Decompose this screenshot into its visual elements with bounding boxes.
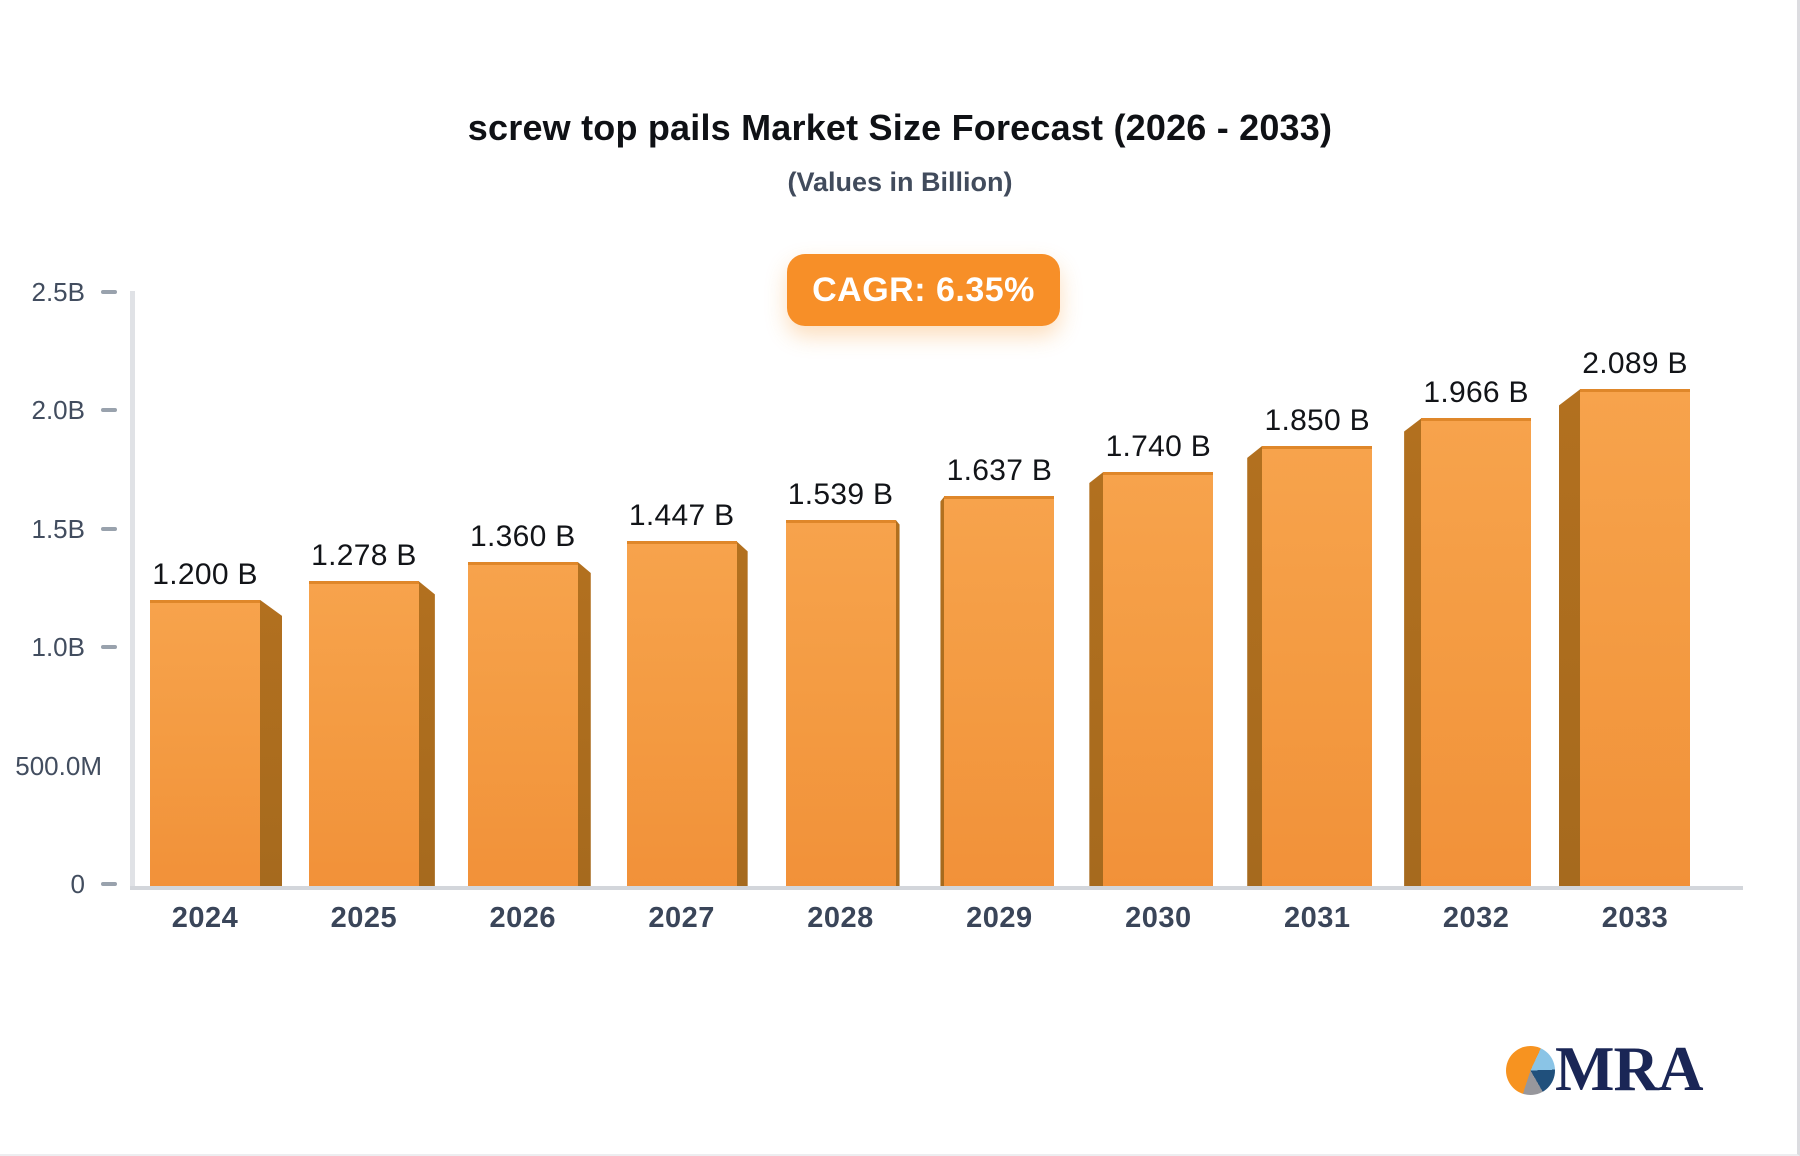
bar-value-label-2033: 2.089 B xyxy=(1582,347,1688,381)
bar-3d-side-2027 xyxy=(736,541,748,887)
bar-3d-side-2025 xyxy=(418,581,435,887)
chart-title: screw top pails Market Size Forecast (20… xyxy=(467,107,1333,148)
y-tick-label-2.5B: 2.5B xyxy=(31,277,86,307)
bar-2025[interactable] xyxy=(308,581,419,887)
x-tick-label-2025: 2025 xyxy=(330,902,398,934)
logo-text: MRA xyxy=(1555,1034,1703,1104)
cagr-badge-label: CAGR: 6.35% xyxy=(812,270,1035,309)
cagr-badge: CAGR: 6.35% xyxy=(787,254,1060,326)
y-axis-line xyxy=(130,291,135,888)
chart-subtitle: (Values in Billion) xyxy=(787,167,1013,197)
bar-value-label-2024: 1.200 B xyxy=(152,557,258,591)
mra-logo: MRA xyxy=(1506,1036,1726,1106)
x-tick-label-2029: 2029 xyxy=(966,902,1033,934)
y-tick-dash xyxy=(101,526,117,531)
bar-3d-side-2026 xyxy=(577,561,591,887)
bar-value-label-2028: 1.539 B xyxy=(787,477,894,511)
x-axis-baseline xyxy=(130,886,1743,890)
bar-2026[interactable] xyxy=(467,561,578,887)
bar-2028[interactable] xyxy=(785,519,896,887)
bar-3d-side-2029 xyxy=(940,496,945,887)
bar-3d-side-2032 xyxy=(1404,418,1422,887)
pie-chart-logo-icon xyxy=(1506,1046,1555,1095)
x-tick-label-2027: 2027 xyxy=(648,902,715,934)
y-tick-dash xyxy=(101,290,117,294)
bar-3d-side-2033 xyxy=(1559,389,1580,887)
y-tick-label-500.0M: 500.0M xyxy=(15,750,102,781)
y-tick-dash xyxy=(101,882,117,886)
bar-value-label-2026: 1.360 B xyxy=(470,519,576,553)
bar-3d-side-2030 xyxy=(1089,471,1104,887)
x-tick-label-2032: 2032 xyxy=(1442,902,1510,934)
bar-value-label-2027: 1.447 B xyxy=(628,499,735,533)
bar-value-label-2025: 1.278 B xyxy=(311,539,417,573)
y-tick-label-1.5B: 1.5B xyxy=(31,513,86,544)
bar-3d-side-2031 xyxy=(1247,445,1263,887)
x-tick-label-2031: 2031 xyxy=(1283,902,1351,934)
bar-2027[interactable] xyxy=(626,541,737,887)
x-tick-label-2024: 2024 xyxy=(171,902,239,934)
bar-2032[interactable] xyxy=(1421,418,1532,887)
bar-2029[interactable] xyxy=(944,496,1055,887)
y-tick-label-2.0B: 2.0B xyxy=(31,395,86,426)
bar-3d-side-2028 xyxy=(895,519,900,887)
x-tick-label-2026: 2026 xyxy=(489,902,557,934)
x-tick-label-2028: 2028 xyxy=(807,902,874,934)
bar-3d-side-2024 xyxy=(260,599,282,887)
bar-value-label-2029: 1.637 B xyxy=(946,454,1053,488)
bar-2030[interactable] xyxy=(1103,471,1214,887)
bar-2024[interactable] xyxy=(150,599,260,887)
bar-2031[interactable] xyxy=(1262,445,1373,887)
y-tick-dash xyxy=(101,408,117,413)
bar-value-label-2030: 1.740 B xyxy=(1105,429,1212,463)
bar-2033[interactable] xyxy=(1580,389,1690,887)
y-tick-label-1.0B: 1.0B xyxy=(31,632,86,663)
y-tick-dash xyxy=(101,645,117,650)
x-tick-label-2030: 2030 xyxy=(1125,902,1192,934)
y-tick-label-0: 0 xyxy=(70,869,85,899)
bar-value-label-2032: 1.966 B xyxy=(1423,376,1529,410)
bar-value-label-2031: 1.850 B xyxy=(1264,403,1370,437)
x-tick-label-2033: 2033 xyxy=(1601,902,1669,934)
